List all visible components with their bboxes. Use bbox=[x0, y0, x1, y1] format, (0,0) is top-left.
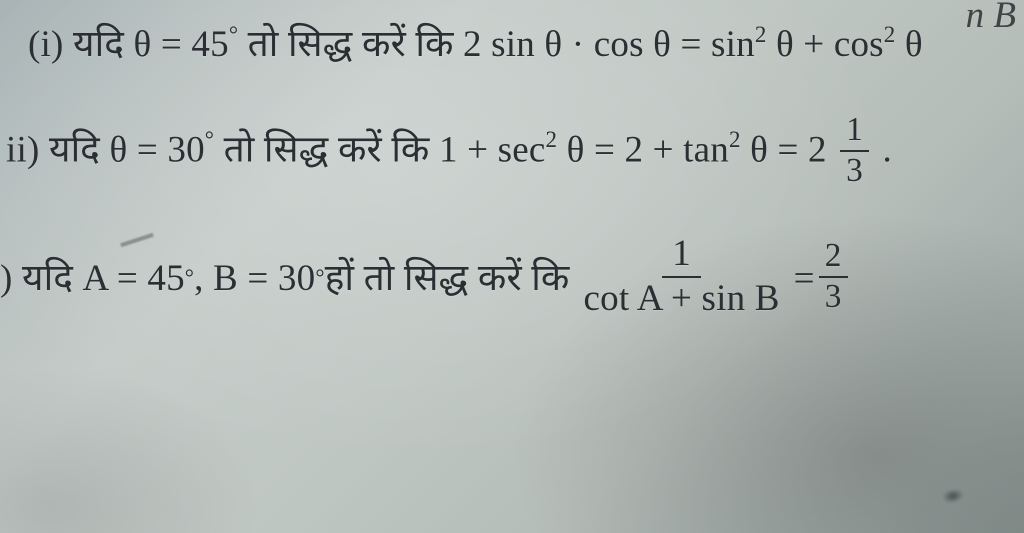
page-content: (i) यदि θ = 45° तो सिद्ध करें कि 2 sin θ… bbox=[0, 14, 1024, 343]
degree-symbol: ° bbox=[185, 259, 194, 297]
problem-line-ii: ii) यदि θ = 30° तो सिद्ध करें कि 1 + sec… bbox=[6, 115, 1014, 191]
sup-2: 2 bbox=[755, 22, 767, 47]
degree-symbol: ° bbox=[205, 127, 214, 152]
sup-2: 2 bbox=[546, 127, 558, 152]
l1-text-d: θ bbox=[905, 24, 923, 65]
marker-i: (i) bbox=[28, 24, 64, 65]
marker-iii: ) bbox=[0, 248, 13, 309]
fraction-1-over-3: 1 3 bbox=[840, 113, 869, 189]
l3-text-a: यदि A = 45 bbox=[22, 248, 185, 309]
sup-2: 2 bbox=[729, 127, 741, 152]
fraction-2-over-3: 2 3 bbox=[819, 239, 848, 315]
degree-symbol: ° bbox=[229, 22, 238, 47]
l2-text-b: तो सिद्ध करें कि 1 + sec bbox=[224, 129, 546, 170]
l1-text-b: तो सिद्ध करें कि 2 sin θ · cos θ = sin bbox=[248, 24, 755, 65]
l3-text-c: हों तो सिद्ध करें कि bbox=[325, 248, 570, 309]
l2-text-c: θ = 2 + tan bbox=[567, 129, 729, 170]
ink-smudge bbox=[941, 487, 965, 505]
l3-text-b: , B = 30 bbox=[194, 248, 315, 309]
equals-sign: = bbox=[794, 248, 815, 309]
fraction-denominator: cot A + sin B bbox=[574, 278, 790, 319]
problem-line-iii: ) यदि A = 45° , B = 30° हों तो सिद्ध करे… bbox=[0, 237, 1014, 321]
problem-line-i: (i) यदि θ = 45° तो सिद्ध करें कि 2 sin θ… bbox=[28, 14, 1014, 75]
l2-text-d: θ = 2 bbox=[750, 129, 827, 170]
l2-tail: . bbox=[882, 129, 891, 170]
fraction-denominator: 3 bbox=[819, 278, 848, 315]
fraction-numerator: 1 bbox=[662, 235, 701, 278]
sup-2: 2 bbox=[884, 22, 896, 47]
l2-text-a: यदि θ = 30 bbox=[49, 129, 205, 170]
fraction-numerator: 2 bbox=[819, 239, 848, 278]
marker-ii: ii) bbox=[6, 129, 39, 170]
l1-text-c: θ + cos bbox=[776, 24, 884, 65]
fraction-big: 1 cot A + sin B bbox=[574, 235, 790, 319]
degree-symbol: ° bbox=[315, 259, 324, 297]
fraction-numerator: 1 bbox=[840, 113, 869, 152]
fraction-denominator: 3 bbox=[840, 152, 869, 189]
l1-text-a: यदि θ = 45 bbox=[73, 24, 229, 65]
